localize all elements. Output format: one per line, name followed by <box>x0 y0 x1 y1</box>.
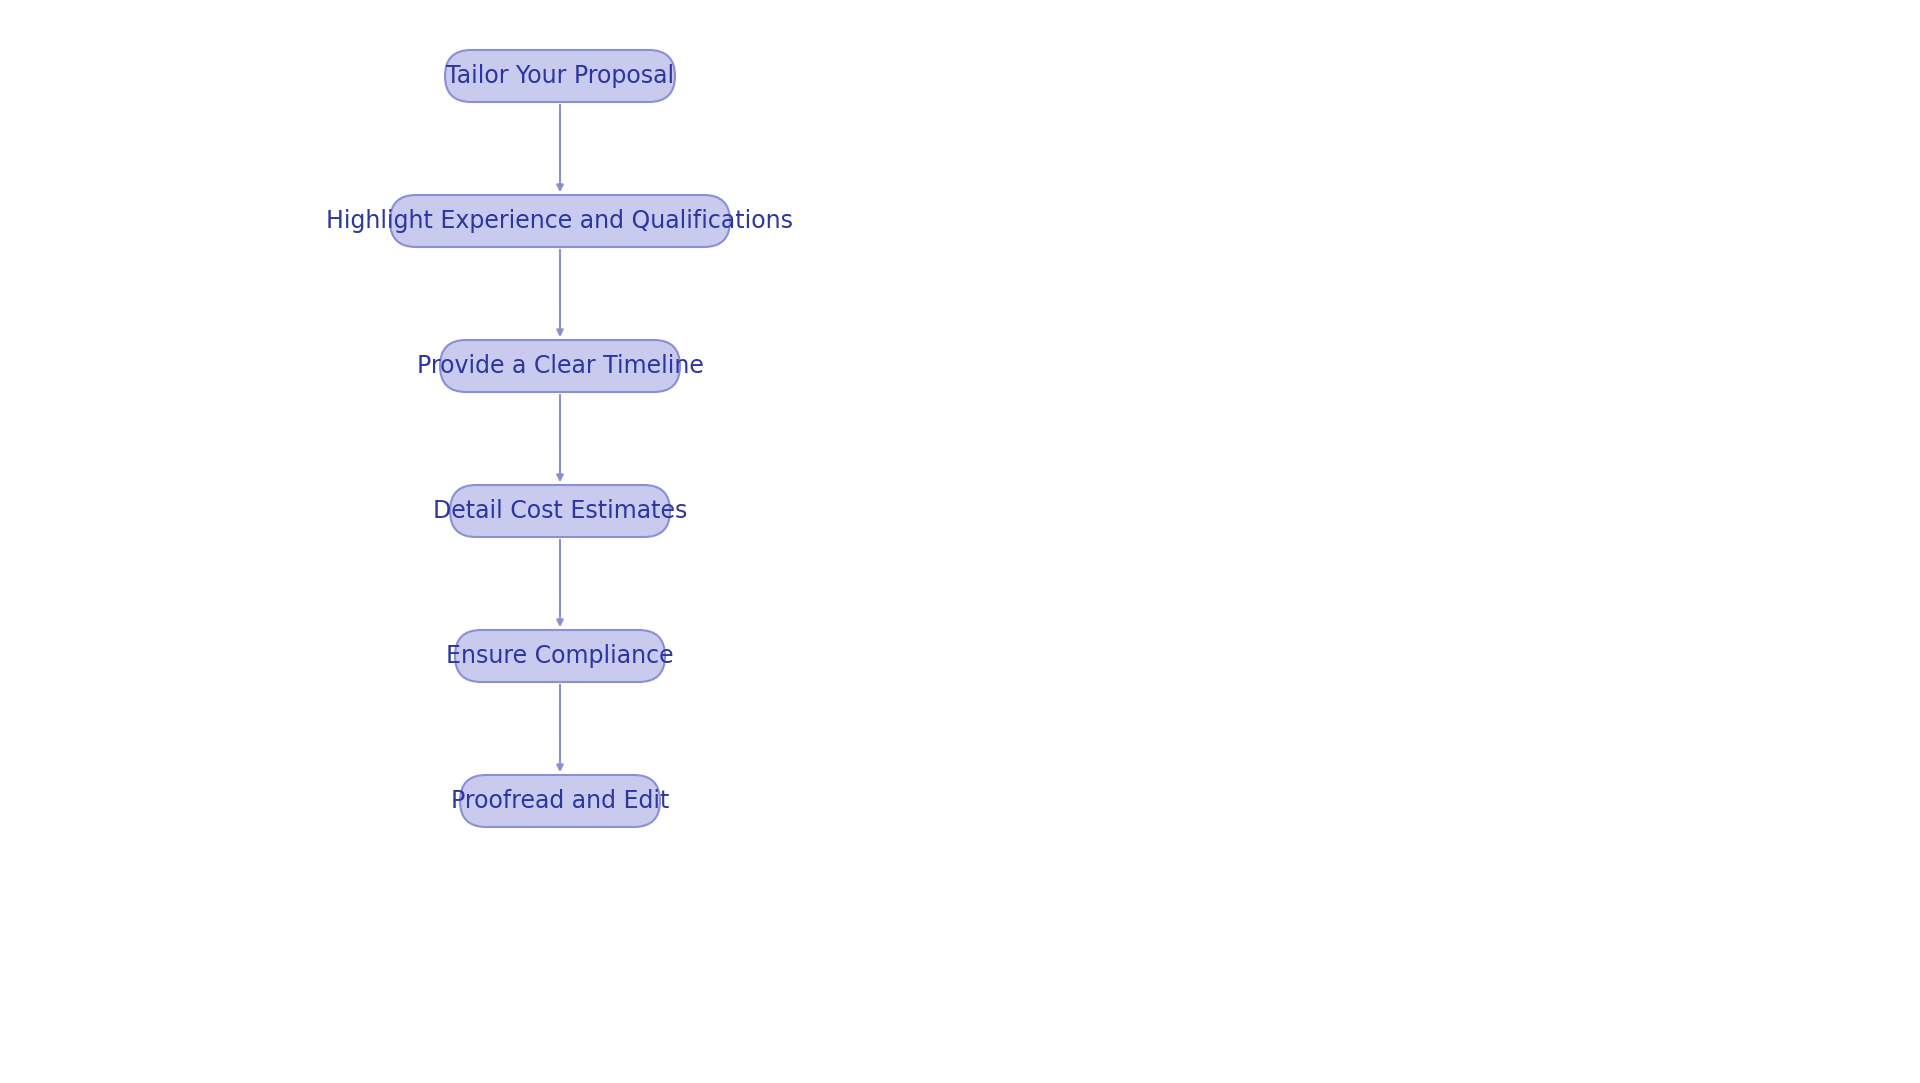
FancyBboxPatch shape <box>455 630 664 682</box>
FancyBboxPatch shape <box>445 50 676 102</box>
Text: Provide a Clear Timeline: Provide a Clear Timeline <box>417 354 703 378</box>
Text: Highlight Experience and Qualifications: Highlight Experience and Qualifications <box>326 209 793 233</box>
FancyBboxPatch shape <box>390 195 730 247</box>
FancyBboxPatch shape <box>440 340 680 392</box>
FancyBboxPatch shape <box>449 485 670 537</box>
Text: Tailor Your Proposal: Tailor Your Proposal <box>445 64 674 88</box>
Text: Detail Cost Estimates: Detail Cost Estimates <box>432 499 687 523</box>
FancyBboxPatch shape <box>461 775 660 827</box>
Text: Proofread and Edit: Proofread and Edit <box>451 790 670 813</box>
Text: Ensure Compliance: Ensure Compliance <box>445 644 674 668</box>
